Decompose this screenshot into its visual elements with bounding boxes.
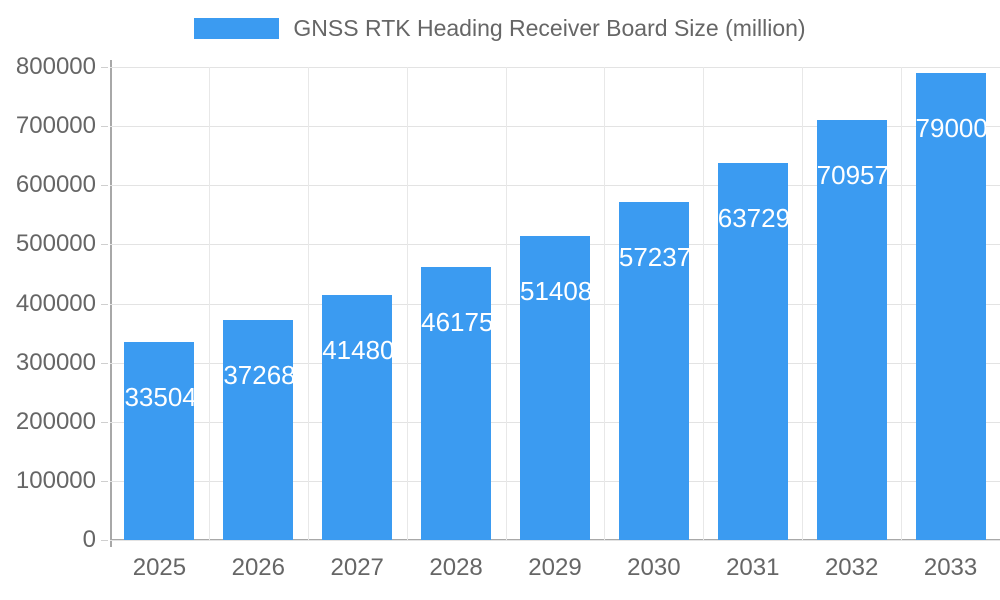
x-axis-tick-label: 2026 xyxy=(231,554,285,581)
x-axis-tick-label: 2031 xyxy=(726,554,780,581)
y-axis-tick-mark xyxy=(101,480,108,482)
bar[interactable] xyxy=(717,163,788,540)
bar[interactable] xyxy=(915,72,986,540)
gridline-horizontal xyxy=(110,126,1000,128)
y-axis-tick-label: 500000 xyxy=(15,230,96,258)
y-axis-tick-label: 100000 xyxy=(15,466,96,494)
gridline-vertical xyxy=(506,67,507,540)
y-axis-tick-mark xyxy=(101,362,108,364)
y-axis-tick-mark xyxy=(101,185,108,187)
y-axis-tick-label: 300000 xyxy=(15,348,96,376)
x-axis-tick-label: 2032 xyxy=(824,554,879,581)
bar[interactable] xyxy=(322,294,393,540)
y-axis-tick-label: 700000 xyxy=(15,112,96,140)
y-axis-tick-label: 400000 xyxy=(15,289,96,317)
gridline-horizontal xyxy=(110,67,1000,68)
y-axis-tick-mark xyxy=(101,244,108,246)
x-axis-tick-label: 2028 xyxy=(429,554,483,581)
x-axis-tick-label: 2029 xyxy=(528,554,582,581)
plot-area: 3350403726854148024617565140845723756372… xyxy=(110,67,1000,541)
gridline-vertical xyxy=(308,67,309,540)
y-axis-tick-label: 800000 xyxy=(15,53,96,80)
y-axis-tick-label: 200000 xyxy=(15,407,96,435)
y-axis-tick-mark xyxy=(101,540,108,541)
gridline-horizontal xyxy=(110,540,1000,541)
y-axis-tick-mark xyxy=(101,67,108,68)
bar[interactable] xyxy=(223,319,294,540)
y-axis-tick-mark xyxy=(101,421,108,423)
y-axis-tick-mark xyxy=(101,303,108,305)
bar[interactable] xyxy=(618,201,689,540)
gridline-vertical xyxy=(209,67,210,540)
bar[interactable] xyxy=(421,267,492,540)
x-axis-tick-label: 2030 xyxy=(627,554,681,581)
gridline-vertical xyxy=(407,67,408,540)
gridline-vertical xyxy=(604,67,605,540)
legend-label-series-1: GNSS RTK Heading Receiver Board Size (mi… xyxy=(293,14,806,41)
bar[interactable] xyxy=(816,120,887,540)
gridline-vertical xyxy=(703,67,704,540)
y-axis-tick-mark xyxy=(101,126,108,128)
gridline-vertical xyxy=(901,67,902,540)
x-axis-tick-label: 2025 xyxy=(132,554,187,581)
y-axis-tick-label: 600000 xyxy=(15,171,96,199)
bar[interactable] xyxy=(520,236,590,540)
chart-legend: GNSS RTK Heading Receiver Board Size (mi… xyxy=(0,10,1000,46)
legend-swatch-series-1[interactable] xyxy=(194,17,280,39)
x-axis-tick-label: 2033 xyxy=(923,554,978,581)
gridline-horizontal xyxy=(110,185,1000,187)
gridline-vertical xyxy=(802,67,803,540)
y-axis-tick-label: 0 xyxy=(82,526,96,553)
x-axis-tick-label: 2027 xyxy=(330,554,384,581)
bar[interactable] xyxy=(124,341,195,540)
